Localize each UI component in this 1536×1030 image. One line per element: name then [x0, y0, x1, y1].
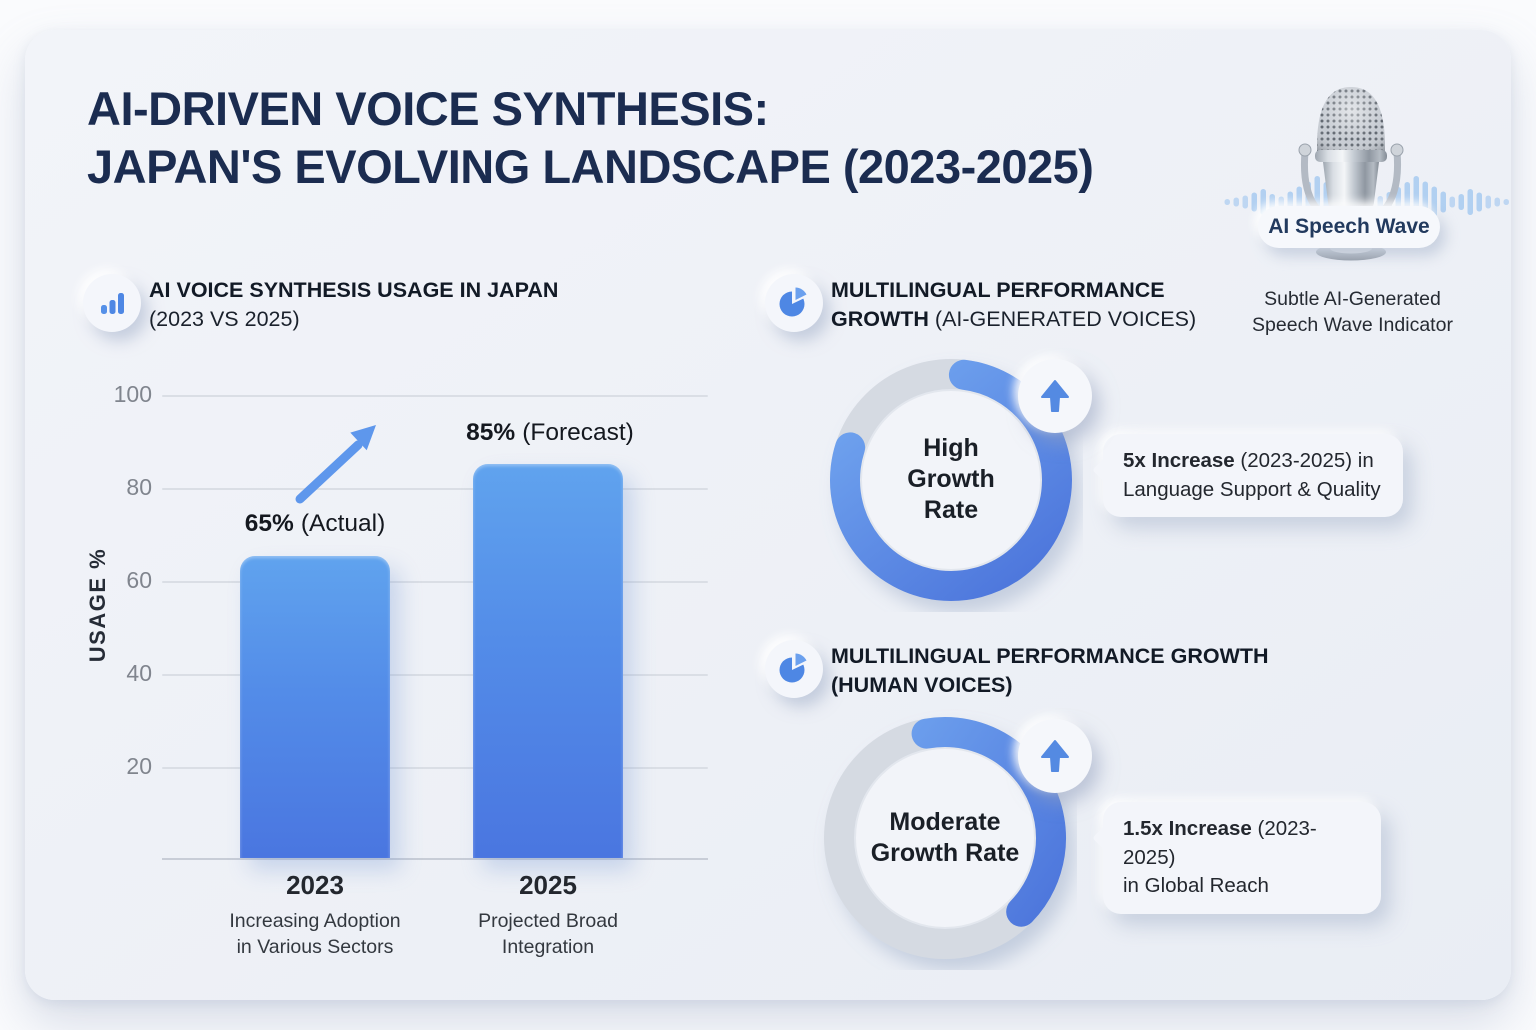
page-title-line1: AI-DRIVEN VOICE SYNTHESIS:: [87, 82, 769, 135]
pie-chart-icon-glyph: [779, 287, 807, 317]
gridline-20: [162, 767, 708, 769]
y-tick: 20: [126, 753, 152, 779]
bar-value-2025: 85% (Forecast): [466, 419, 634, 446]
infographic-card: AI-DRIVEN VOICE SYNTHESIS: JAPAN'S EVOLV…: [25, 30, 1511, 1000]
bar-chart-icon-glyph: [101, 293, 124, 314]
gridline-100: [162, 395, 708, 397]
ai-speech-wave-badge: AI Speech Wave: [1258, 206, 1440, 248]
donut-human-center-label: Moderate Growth Rate: [870, 808, 1020, 867]
donut-ai-heading: MULTILINGUAL PERFORMANCE GROWTH (AI-GENE…: [831, 278, 1197, 331]
donut-chart-ai-voices: [830, 358, 1072, 601]
callout-ai-voices: 5x Increase (2023-2025) in Language Supp…: [1103, 434, 1403, 518]
up-arrow-badge: [1018, 719, 1092, 793]
page-title: AI-DRIVEN VOICE SYNTHESIS: JAPAN'S EVOLV…: [87, 80, 1094, 197]
pie-chart-icon-glyph: [779, 653, 807, 683]
up-arrow-icon: [1041, 380, 1069, 412]
growth-arrow-icon: [295, 425, 376, 504]
page-title-line2: JAPAN'S EVOLVING LANDSCAPE (2023-2025): [87, 140, 1094, 194]
callout-human-voices: 1.5x Increase (2023-2025) in Global Reac…: [1103, 802, 1381, 915]
pie-chart-icon: [765, 274, 823, 332]
bar-chart-icon: [83, 274, 141, 332]
y-tick: 100: [113, 381, 152, 407]
speech-wave-caption: Subtle AI-Generated Speech Wave Indicato…: [1252, 288, 1453, 336]
y-tick: 60: [126, 567, 152, 593]
gridline-40: [162, 674, 708, 676]
pie-chart-icon: [765, 640, 823, 698]
bar-2023: [240, 556, 390, 858]
bar-2025: [473, 464, 623, 858]
y-tick: 40: [126, 660, 152, 686]
donut-ai-center-label: High Growth Rate: [907, 434, 995, 524]
bar-value-2023: 65% (Actual): [244, 510, 386, 537]
bar-section-heading: AI VOICE SYNTHESIS USAGE IN JAPAN (2023 …: [149, 278, 559, 331]
up-arrow-icon: [1041, 740, 1069, 772]
donut-human-heading: MULTILINGUAL PERFORMANCE GROWTH (HUMAN V…: [831, 644, 1269, 697]
x-axis-baseline: [162, 858, 708, 860]
ai-speech-wave-label: AI Speech Wave: [1268, 215, 1430, 238]
x-label-2023: 2023 Increasing Adoption in Various Sect…: [229, 870, 401, 958]
bar-chart-plot: 100 80 60 40 20 65% (Actual) 85% (Forecast…: [114, 381, 708, 860]
up-arrow-badge: [1018, 359, 1092, 433]
gridline-80: [162, 488, 708, 490]
donut-chart-human-voices: [824, 717, 1066, 959]
gridline-60: [162, 581, 708, 583]
y-tick: 80: [126, 474, 152, 500]
x-label-2025: 2025 Projected Broad Integration: [478, 870, 618, 958]
